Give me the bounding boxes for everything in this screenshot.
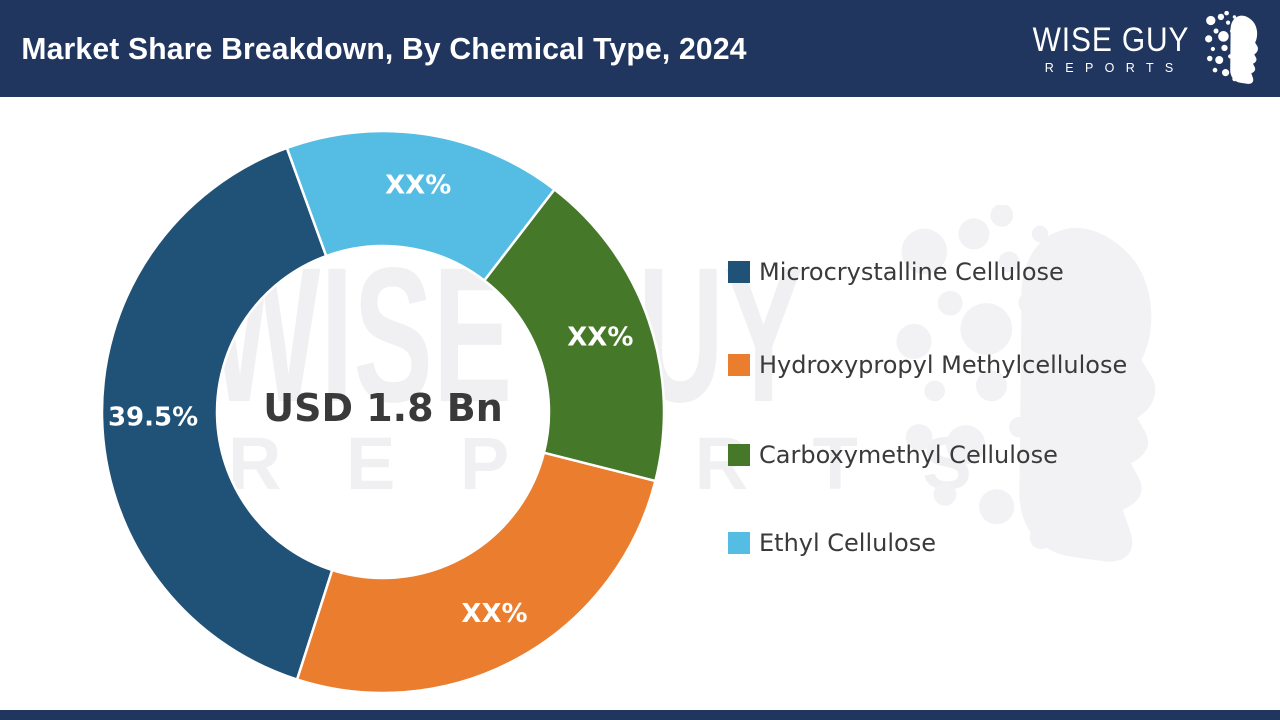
logo-reports-text: R E P O R T S (1044, 60, 1178, 75)
header-bar: Market Share Breakdown, By Chemical Type… (0, 0, 1280, 97)
donut-slice-carboxymethyl-cellulose (483, 188, 666, 483)
page-title: Market Share Breakdown, By Chemical Type… (21, 30, 747, 66)
footer-bar (0, 710, 1280, 720)
donut-center-value: USD 1.8 Bn (263, 386, 503, 430)
slice-value-label: 39.5% (108, 402, 198, 432)
legend-label: Hydroxypropyl Methylcellulose (759, 351, 1128, 379)
legend-item-carboxymethyl-cellulose: Carboxymethyl Cellulose (728, 440, 1058, 470)
donut-chart: 39.5% XX% XX% XX% (100, 129, 666, 695)
legend-label: Ethyl Cellulose (759, 529, 936, 557)
legend-swatch-ethyl (728, 532, 750, 554)
legend-item-ethyl-cellulose: Ethyl Cellulose (728, 528, 936, 558)
legend-swatch-carboxymethyl (728, 444, 750, 466)
logo-text-block: WISE GUY R E P O R T S (1022, 21, 1200, 75)
donut-slice-ethyl-cellulose (285, 129, 556, 282)
slice-value-label: XX% (567, 323, 633, 353)
donut-slice-hydroxypropyl-methylcellulose (295, 451, 657, 695)
chart-legend: Microcrystalline Cellulose Hydroxypropyl… (728, 97, 1208, 710)
legend-label: Microcrystalline Cellulose (759, 258, 1064, 286)
slice-value-label: XX% (385, 171, 451, 201)
slice-value-label: XX% (461, 599, 527, 629)
legend-swatch-microcrystalline (728, 261, 750, 283)
watermark-face-icon (896, 205, 1156, 562)
legend-item-microcrystalline-cellulose: Microcrystalline Cellulose (728, 257, 1064, 287)
logo-face-icon (1205, 11, 1258, 84)
logo-wordmark: WISE GUY (1032, 21, 1190, 60)
donut-slice-microcrystalline-cellulose (100, 146, 334, 681)
legend-swatch-hydroxypropyl (728, 354, 750, 376)
legend-item-hydroxypropyl-methylcellulose: Hydroxypropyl Methylcellulose (728, 350, 1127, 380)
chart-area: WISE GUY R E P O R T S 39.5%XX%XX%XX% US… (0, 97, 1280, 710)
wiseguy-logo: WISE GUY R E P O R T S (1022, 8, 1264, 90)
legend-label: Carboxymethyl Cellulose (759, 441, 1058, 469)
